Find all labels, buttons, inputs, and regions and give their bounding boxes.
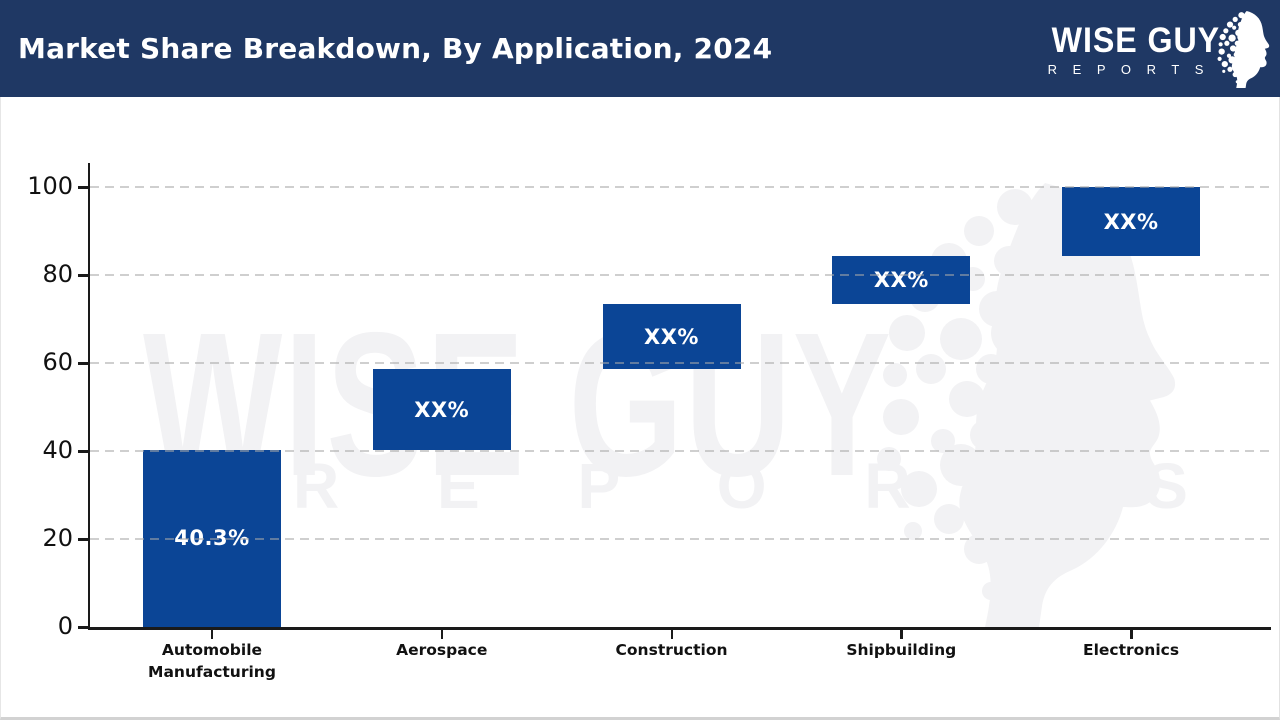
brand-logo-text: WISE GUY R E P O R T S xyxy=(1037,21,1220,77)
bar-value-label: XX% xyxy=(1103,209,1159,234)
y-axis-spine xyxy=(88,163,90,629)
y-tick-mark-80 xyxy=(78,274,88,277)
bar-value-label: XX% xyxy=(414,397,470,422)
bar-shipbuilding: XX% xyxy=(832,256,971,304)
y-tick-label-80: 80 xyxy=(42,260,73,289)
x-axis-spine xyxy=(88,627,1271,630)
x-category-label-shipbuilding: Shipbuilding xyxy=(846,641,957,659)
bar-aerospace: XX% xyxy=(372,369,511,450)
x-category-label-automobile-manufacturing: Automobile Manufacturing xyxy=(148,641,276,681)
y-tick-mark-0 xyxy=(78,626,88,629)
gridline-80 xyxy=(90,274,1271,277)
y-tick-label-40: 40 xyxy=(42,436,73,465)
header-bar: Market Share Breakdown, By Application, … xyxy=(0,0,1280,97)
x-category-label-construction: Construction xyxy=(615,641,728,659)
y-tick-label-100: 100 xyxy=(27,172,73,201)
x-tick-mark-construction xyxy=(670,630,674,639)
y-tick-mark-20 xyxy=(78,538,88,541)
bar-value-label: XX% xyxy=(644,324,699,349)
brand-tagline: R E P O R T S xyxy=(1047,62,1210,77)
bar-construction: XX% xyxy=(602,303,741,370)
brand-head-icon xyxy=(1217,11,1270,88)
x-tick-mark-aerospace xyxy=(440,630,444,639)
bar-electronics: XX% xyxy=(1062,187,1201,257)
gridline-60 xyxy=(90,362,1271,365)
gridline-20 xyxy=(90,538,1271,541)
x-category-label-aerospace: Aerospace xyxy=(396,641,488,659)
brand-logo: WISE GUY R E P O R T S xyxy=(1020,6,1272,92)
x-tick-mark-automobile-manufacturing xyxy=(210,630,214,639)
brand-name: WISE GUY xyxy=(1051,21,1220,60)
x-category-label-electronics: Electronics xyxy=(1083,641,1180,659)
y-tick-mark-60 xyxy=(78,362,88,365)
y-tick-mark-40 xyxy=(78,450,88,453)
x-tick-mark-electronics xyxy=(1130,630,1133,639)
y-tick-label-60: 60 xyxy=(42,348,73,377)
y-tick-label-20: 20 xyxy=(42,524,73,553)
y-tick-label-0: 0 xyxy=(57,612,73,640)
bar-value-label: XX% xyxy=(873,267,929,292)
y-tick-mark-100 xyxy=(78,186,88,189)
x-tick-mark-shipbuilding xyxy=(900,630,903,639)
chart-title: Market Share Breakdown, By Application, … xyxy=(18,32,773,65)
gridline-100 xyxy=(90,186,1271,189)
chart-canvas: WISE GUY R E P O R T S 0 20 40 60 80 100 40.3%… xyxy=(0,97,1280,720)
gridline-40 xyxy=(90,450,1271,453)
